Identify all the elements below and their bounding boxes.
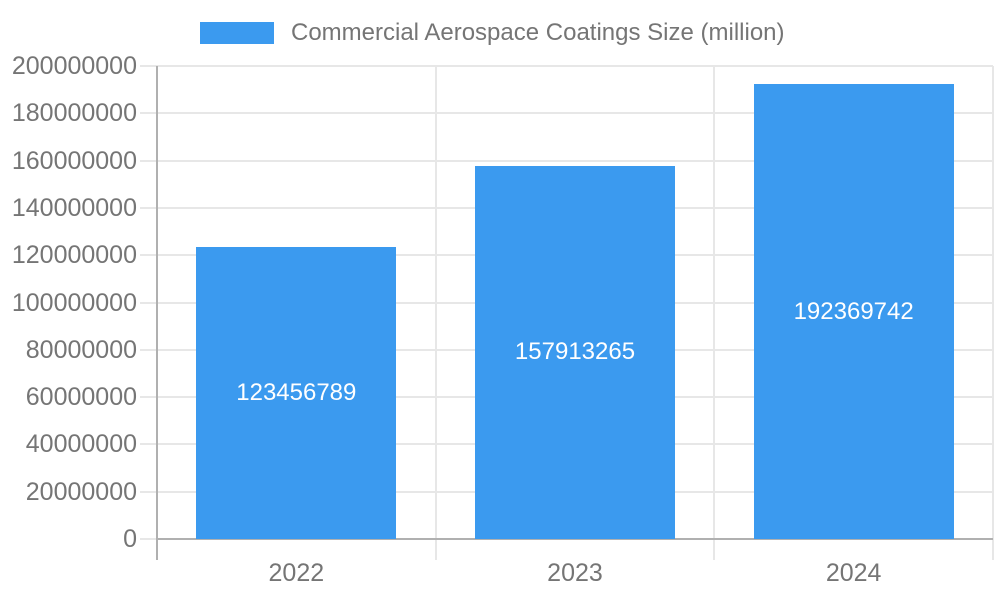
x-axis-tick-label: 2024 — [825, 559, 882, 587]
legend-label: Commercial Aerospace Coatings Size (mill… — [291, 19, 785, 46]
y-axis-tick-label: 80000000 — [25, 335, 137, 364]
legend-swatch — [200, 22, 274, 44]
x-axis-tick-label: 2023 — [547, 559, 603, 587]
x-gridline — [713, 66, 716, 560]
bar-2023[interactable]: 157913265 — [475, 165, 675, 539]
y-axis-tick-label: 60000000 — [25, 383, 137, 412]
y-axis-tick-label: 40000000 — [25, 430, 137, 459]
legend-item[interactable]: Commercial Aerospace Coatings Size (mill… — [200, 20, 785, 46]
y-axis-tick-label: 0 — [123, 525, 137, 553]
bar-value-label: 123456789 — [236, 379, 357, 406]
y-axis-tick-label: 120000000 — [11, 241, 137, 270]
bar-value-label: 157913265 — [514, 338, 636, 366]
x-axis-tick-label: 2022 — [268, 559, 325, 587]
legend: Commercial Aerospace Coatings Size (mill… — [200, 20, 785, 46]
y-axis-tick-label: 20000000 — [25, 477, 137, 506]
y-axis-tick-label: 100000000 — [11, 288, 137, 317]
bar-2024[interactable]: 192369742 — [753, 84, 954, 539]
bar-2022[interactable]: 123456789 — [196, 247, 397, 539]
y-axis-tick-label: 140000000 — [11, 193, 137, 222]
x-gridline — [992, 66, 994, 560]
y-gridline — [140, 65, 993, 67]
y-axis-line — [156, 66, 158, 560]
x-gridline — [434, 66, 437, 560]
y-axis-tick-label: 200000000 — [11, 52, 137, 80]
y-axis-tick-label: 180000000 — [11, 99, 137, 128]
bar-value-label: 192369742 — [793, 297, 914, 325]
y-axis-tick-label: 160000000 — [11, 146, 137, 175]
